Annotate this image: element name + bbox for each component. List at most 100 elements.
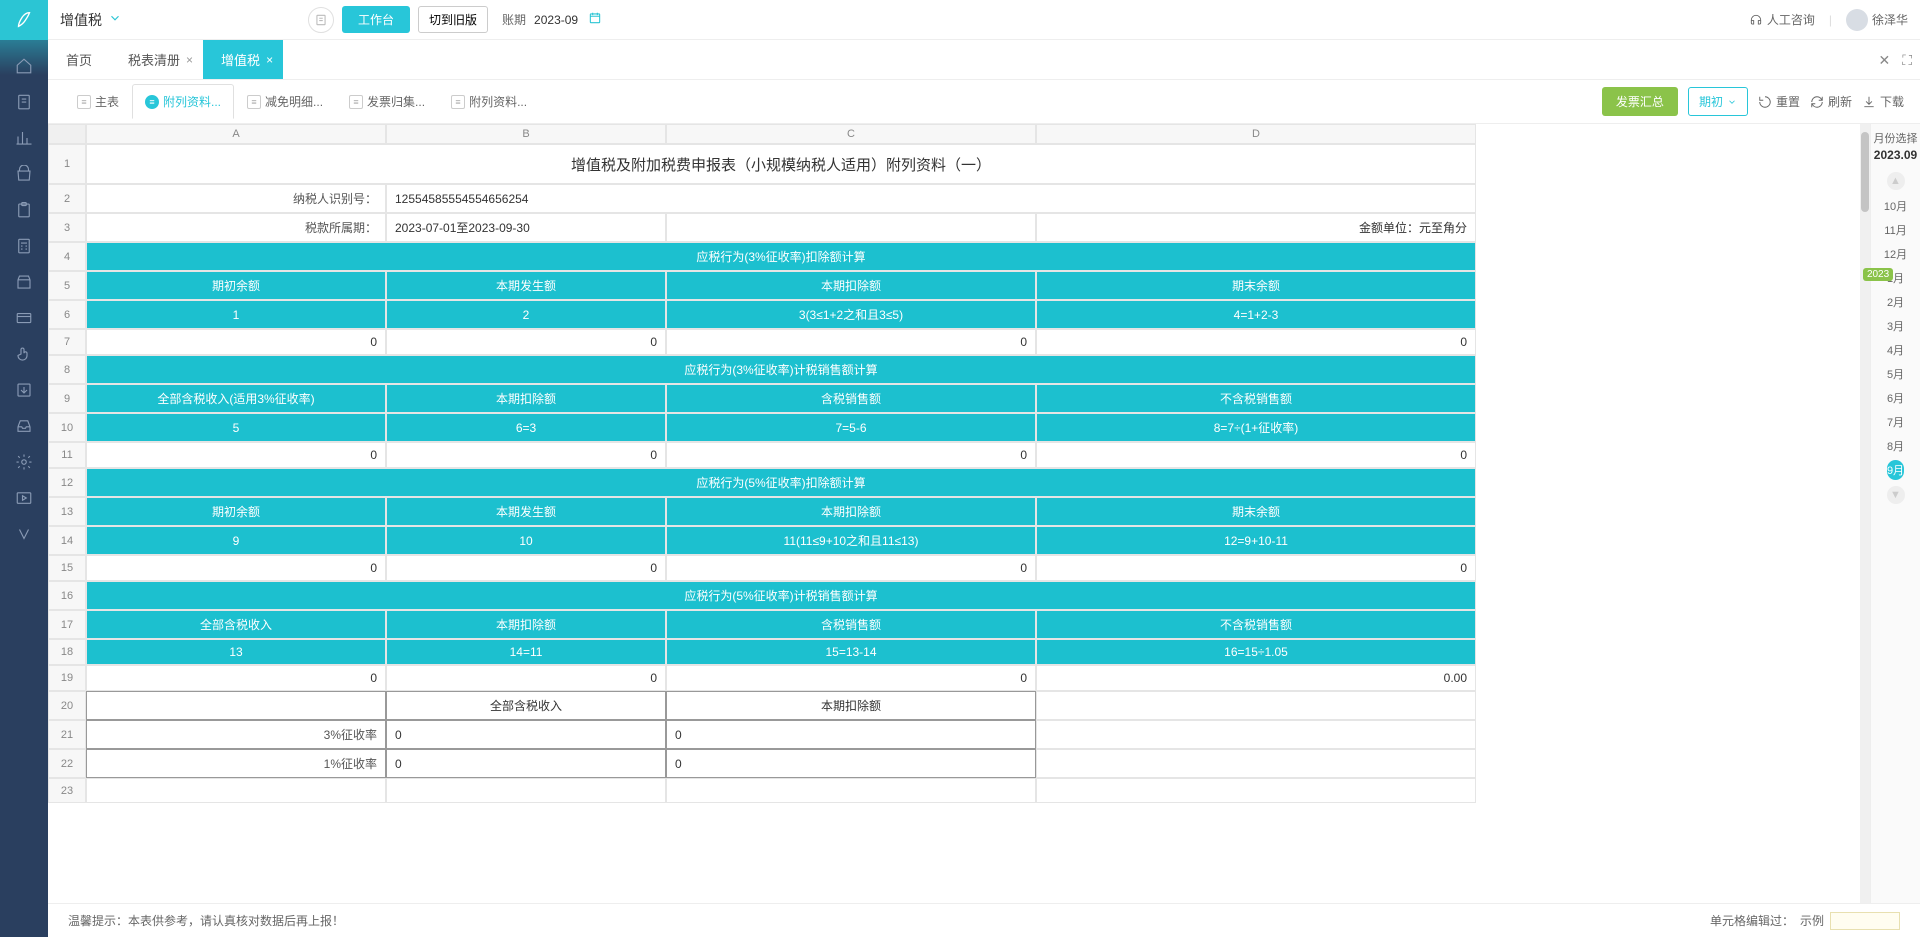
table-cell: 含税销售额	[666, 610, 1036, 639]
user-menu[interactable]: 徐泽华	[1846, 9, 1908, 31]
table-cell[interactable]: 0	[386, 329, 666, 355]
nav-card-icon[interactable]	[0, 300, 48, 336]
table-cell[interactable]: 0	[666, 665, 1036, 691]
table-cell[interactable]: 0	[386, 442, 666, 468]
table-cell: 12=9+10-11	[1036, 526, 1476, 555]
left-sidebar	[0, 0, 48, 937]
period-label: 账期	[502, 11, 526, 28]
table-cell: 14=11	[386, 639, 666, 665]
month-item[interactable]: 11月	[1881, 218, 1910, 242]
tab-tax-list[interactable]: 税表清册×	[110, 40, 203, 79]
row-header: 4	[48, 242, 86, 271]
subtab-attach2[interactable]: ≡附列资料...	[438, 84, 540, 119]
tab-home[interactable]: 首页	[48, 40, 110, 79]
nav-v-icon[interactable]	[0, 516, 48, 552]
switch-old-button[interactable]: 切到旧版	[418, 6, 488, 33]
table-cell[interactable]	[1036, 778, 1476, 803]
table-cell: 3(3≤1+2之和且3≤5)	[666, 300, 1036, 329]
month-item[interactable]: 9月	[1887, 460, 1904, 480]
scrollbar-thumb[interactable]	[1861, 132, 1869, 212]
month-down-icon[interactable]: ▼	[1887, 486, 1905, 504]
table-cell[interactable]: 0	[666, 329, 1036, 355]
nav-home-icon[interactable]	[0, 48, 48, 84]
month-up-icon[interactable]: ▲	[1887, 172, 1905, 190]
month-item[interactable]: 7月	[1881, 410, 1910, 434]
table-cell[interactable]: 0.00	[1036, 665, 1476, 691]
history-icon[interactable]	[308, 7, 334, 33]
month-item[interactable]: 12月	[1881, 242, 1910, 266]
nav-calc-icon[interactable]	[0, 228, 48, 264]
download-button[interactable]: 下载	[1862, 93, 1904, 110]
refresh-button[interactable]: 刷新	[1810, 93, 1852, 110]
nav-export-icon[interactable]	[0, 372, 48, 408]
nav-chart-icon[interactable]	[0, 120, 48, 156]
fullscreen-icon[interactable]: ⛶	[1902, 52, 1912, 69]
table-cell[interactable]	[386, 778, 666, 803]
month-item[interactable]: 5月	[1881, 362, 1910, 386]
table-cell[interactable]: 0	[386, 665, 666, 691]
table-cell[interactable]: 0	[666, 720, 1036, 749]
nav-video-icon[interactable]	[0, 480, 48, 516]
scrollbar[interactable]	[1860, 124, 1870, 903]
table-cell: 含税销售额	[666, 384, 1036, 413]
close-icon[interactable]: ×	[266, 53, 273, 67]
table-cell[interactable]: 0	[666, 555, 1036, 581]
calendar-icon[interactable]	[588, 11, 602, 28]
nav-inbox-icon[interactable]	[0, 408, 48, 444]
subtab-main[interactable]: ≡主表	[64, 84, 132, 119]
month-item[interactable]: 6月	[1881, 386, 1910, 410]
table-cell[interactable]: 0	[666, 442, 1036, 468]
consult-link[interactable]: 人工咨询	[1749, 11, 1815, 28]
taxpayer-id: 12554585554554656254	[386, 184, 1476, 213]
month-item[interactable]: 3月	[1881, 314, 1910, 338]
month-panel: 月份选择 2023.09 ▲ 10月11月12月20231月2月3月4月5月6月…	[1870, 124, 1920, 903]
nav-hand-icon[interactable]	[0, 336, 48, 372]
table-cell[interactable]	[1036, 720, 1476, 749]
table-cell[interactable]: 0	[386, 720, 666, 749]
month-item[interactable]: 8月	[1881, 434, 1910, 458]
spreadsheet[interactable]: A B C D 1 增值税及附加税费申报表（小规模纳税人适用）附列资料（一） 2…	[48, 124, 1860, 903]
table-cell[interactable]: 0	[666, 749, 1036, 778]
tab-vat[interactable]: 增值税×	[203, 40, 283, 79]
reset-button[interactable]: 重置	[1758, 93, 1800, 110]
period-start-button[interactable]: 期初	[1688, 87, 1748, 116]
table-cell[interactable]: 0	[1036, 442, 1476, 468]
refresh-icon	[1810, 95, 1824, 109]
row-header: 22	[48, 749, 86, 778]
sheet-icon: ≡	[247, 95, 261, 109]
table-cell[interactable]	[1036, 691, 1476, 720]
close-icon[interactable]: ×	[186, 53, 193, 67]
close-all-icon[interactable]: ✕	[1878, 52, 1890, 69]
invoice-summary-button[interactable]: 发票汇总	[1602, 87, 1678, 116]
workspace-button[interactable]: 工作台	[342, 6, 410, 33]
table-cell: 本期扣除额	[666, 691, 1036, 720]
nav-bag-icon[interactable]	[0, 156, 48, 192]
table-cell[interactable]: 0	[86, 555, 386, 581]
table-cell[interactable]: 0	[86, 329, 386, 355]
row-header: 2	[48, 184, 86, 213]
table-cell: 15=13-14	[666, 639, 1036, 665]
chevron-down-icon[interactable]	[108, 11, 122, 28]
table-cell[interactable]	[1036, 749, 1476, 778]
table-cell[interactable]: 0	[1036, 555, 1476, 581]
nav-clipboard-icon[interactable]	[0, 192, 48, 228]
nav-doc-icon[interactable]	[0, 84, 48, 120]
subtab-attach[interactable]: ≡附列资料...	[132, 84, 234, 119]
subtab-exempt[interactable]: ≡减免明细...	[234, 84, 336, 119]
nav-settings-icon[interactable]	[0, 444, 48, 480]
table-cell[interactable]: 0	[86, 665, 386, 691]
row-header: 10	[48, 413, 86, 442]
table-cell[interactable]	[86, 691, 386, 720]
table-cell[interactable]: 0	[1036, 329, 1476, 355]
month-item[interactable]: 2月	[1881, 290, 1910, 314]
table-cell[interactable]: 0	[86, 442, 386, 468]
month-item[interactable]: 10月	[1881, 194, 1910, 218]
nav-store-icon[interactable]	[0, 264, 48, 300]
table-cell[interactable]: 0	[386, 749, 666, 778]
month-item[interactable]: 4月	[1881, 338, 1910, 362]
table-cell[interactable]	[86, 778, 386, 803]
subtab-invoice[interactable]: ≡发票归集...	[336, 84, 438, 119]
table-cell[interactable]: 0	[386, 555, 666, 581]
table-cell[interactable]	[666, 778, 1036, 803]
col-header: B	[386, 124, 666, 144]
